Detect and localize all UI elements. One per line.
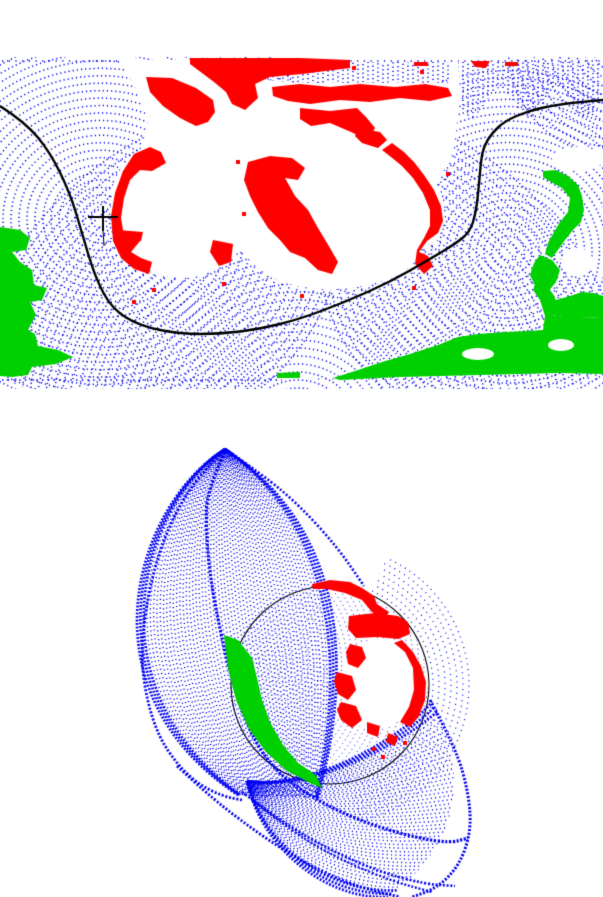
- field-visualization-canvas: [0, 0, 603, 897]
- scientific-figure: [0, 0, 603, 897]
